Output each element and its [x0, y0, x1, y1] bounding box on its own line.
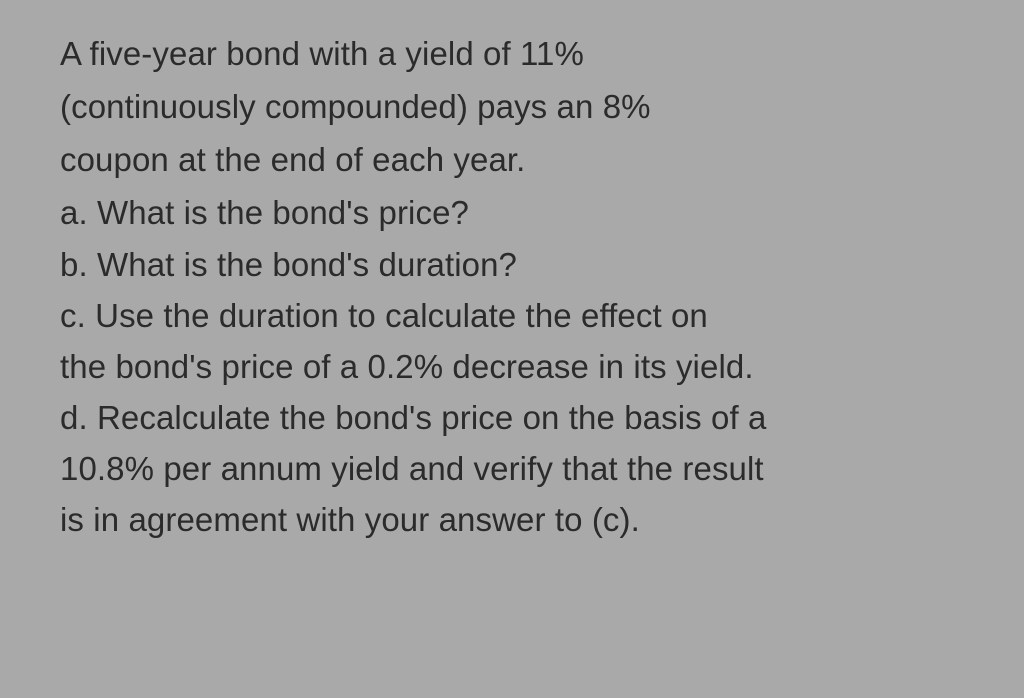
problem-text-block: A five-year bond with a yield of 11% (co…: [0, 0, 1024, 698]
part-c-line-1: c. Use the duration to calculate the eff…: [60, 290, 964, 341]
part-d-line-2: 10.8% per annum yield and verify that th…: [60, 443, 964, 494]
intro-line-2: (continuously compounded) pays an 8%: [60, 81, 964, 132]
part-b: b. What is the bond's duration?: [60, 239, 964, 290]
intro-line-1: A five-year bond with a yield of 11%: [60, 28, 964, 79]
part-d-line-3: is in agreement with your answer to (c).: [60, 494, 964, 545]
intro-line-3: coupon at the end of each year.: [60, 134, 964, 185]
part-d-line-1: d. Recalculate the bond's price on the b…: [60, 392, 964, 443]
part-c-line-2: the bond's price of a 0.2% decrease in i…: [60, 341, 964, 392]
part-a: a. What is the bond's price?: [60, 187, 964, 238]
